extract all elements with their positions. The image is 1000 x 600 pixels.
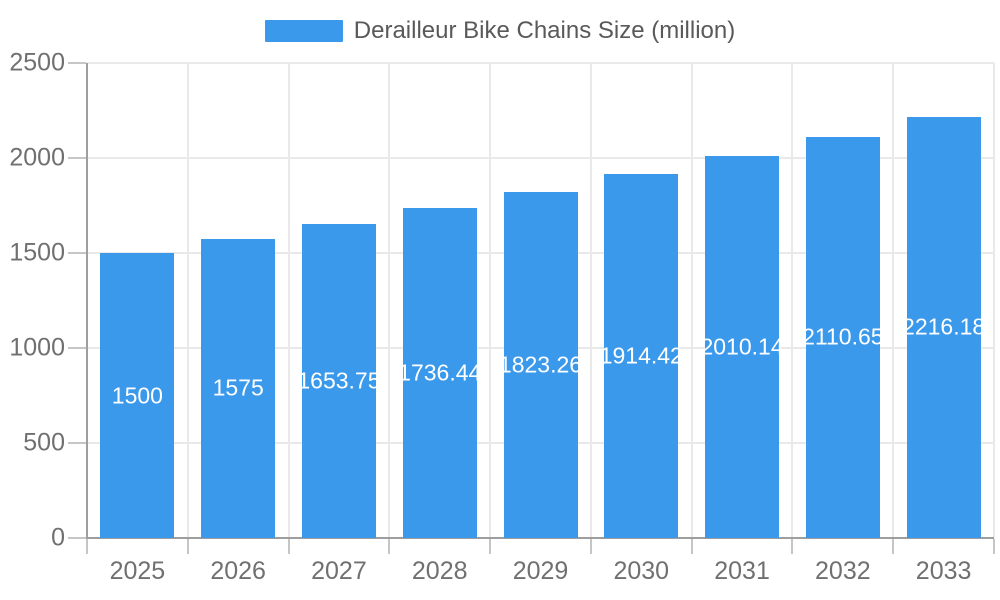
v-gridline [489,63,492,538]
x-axis-label: 2027 [311,557,367,585]
bar-value-label: 2110.65 [802,323,884,350]
x-axis-label: 2026 [210,557,266,585]
bar[interactable]: 1653.75 [297,223,381,538]
x-axis-line [86,537,994,539]
y-axis-tick [68,157,86,159]
v-gridline [186,63,189,538]
y-axis-label: 500 [23,428,65,457]
y-axis-tick [68,537,86,539]
y-axis-label: 2500 [9,48,65,77]
x-axis-label: 2033 [915,557,972,585]
y-axis-tick [68,347,86,349]
x-axis-tick [690,539,693,554]
bar[interactable]: 1823.26 [499,191,582,538]
bar-value-label: 1653.75 [297,367,381,394]
bar[interactable]: 1736.44 [398,208,481,538]
bar-value-label: 1823.26 [498,351,583,378]
bar[interactable]: 2110.65 [802,136,884,538]
x-axis-label: 2025 [109,557,166,585]
v-gridline [993,63,995,538]
h-gridline [87,157,994,159]
x-axis-tick [186,539,189,554]
y-axis-label: 1000 [9,333,65,362]
v-gridline [388,63,391,538]
v-gridline [589,63,592,538]
plot-area: 0 500 1000 1500 2000 2500 1500 1575 1653.75 1736.… [9,49,995,585]
y-axis-tick [68,252,86,254]
bar[interactable]: 2216.18 [902,116,985,538]
x-axis-tick [892,539,895,554]
bar-value-label: 1500 [111,382,163,408]
x-axis-tick [388,539,391,554]
legend-swatch-icon [264,20,343,42]
x-axis-tick [489,539,492,554]
h-gridline [87,62,994,64]
legend-item[interactable]: Derailleur Bike Chains Size (million) [0,17,1000,45]
x-axis-tick [589,539,592,554]
y-axis-tick [68,442,86,444]
x-axis-label: 2030 [613,557,670,585]
y-axis-label: 1500 [9,238,65,267]
v-gridline [892,63,895,538]
v-gridline [791,63,794,538]
bar-value-label: 1736.44 [398,359,482,386]
x-axis-label: 2029 [512,557,569,585]
legend-label: Derailleur Bike Chains Size (million) [353,17,736,44]
y-axis-label: 0 [51,523,65,552]
y-axis-label: 2000 [9,143,65,172]
x-axis-label: 2028 [411,557,468,585]
x-axis-tick [791,539,794,554]
bar[interactable]: 1575 [201,238,276,538]
x-axis-label: 2032 [815,557,871,585]
bar-value-label: 1575 [212,374,264,401]
bar-value-label: 2216.18 [902,313,986,340]
x-axis-tick [993,539,995,554]
v-gridline [690,63,693,538]
bar[interactable]: 1500 [100,253,175,538]
bar-value-label: 1914.42 [599,342,683,369]
bar[interactable]: 2010.14 [700,156,784,538]
bar[interactable]: 1914.42 [600,174,683,538]
v-gridline [287,63,290,538]
x-axis-label: 2031 [714,557,770,585]
y-axis-line [86,63,88,538]
x-axis-tick [86,539,88,554]
bar-value-label: 2010.14 [700,333,784,360]
y-axis-tick [68,62,86,64]
x-axis-tick [287,539,290,554]
